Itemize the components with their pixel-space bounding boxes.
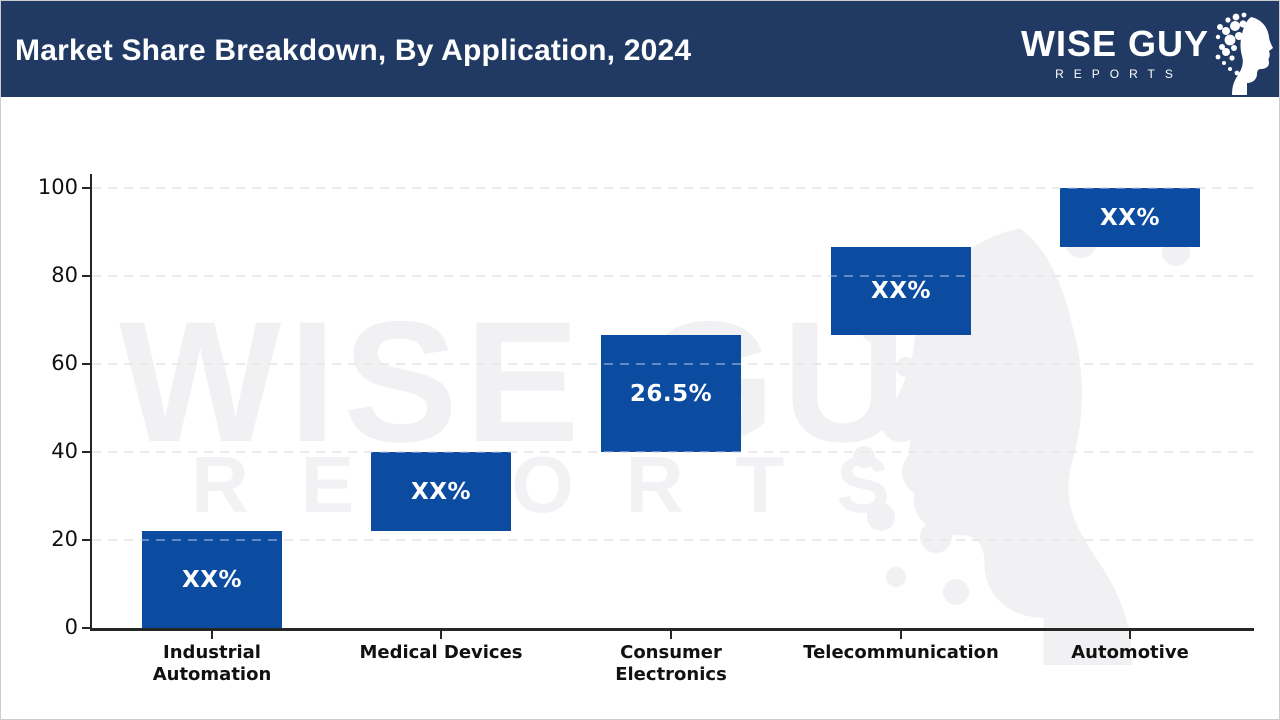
bar-automotive: XX%	[1060, 188, 1200, 248]
bar-value-label-telecommunication: XX%	[870, 278, 931, 305]
wiseguy-head-icon	[1215, 12, 1273, 95]
bar-consumer-electronics: 26.5%	[601, 335, 741, 452]
gridline-overlay-20	[92, 539, 1254, 541]
gridline-overlay-60	[92, 363, 1254, 365]
y-tick-100	[82, 187, 91, 189]
y-tick-0	[82, 627, 91, 629]
header: Market Share Breakdown, By Application, …	[1, 1, 1279, 97]
x-tick-telecommunication	[900, 631, 902, 639]
bar-telecommunication: XX%	[831, 247, 971, 336]
gridline-overlay-40	[92, 451, 1254, 453]
x-tick-medical-devices	[440, 631, 442, 639]
y-tick-40	[82, 451, 91, 453]
bar-value-label-medical-devices: XX%	[410, 478, 471, 505]
y-axis-line	[90, 174, 92, 630]
x-label-automotive: Automotive	[1071, 642, 1189, 663]
y-tick-label-40: 40	[51, 439, 78, 463]
bar-value-label-consumer-electronics: 26.5%	[629, 380, 713, 407]
y-tick-label-20: 20	[51, 527, 78, 551]
y-tick-label-80: 80	[51, 263, 78, 287]
x-tick-industrial-automation	[211, 631, 213, 639]
y-tick-80	[82, 275, 91, 277]
x-label-consumer-electronics: Consumer Electronics	[615, 642, 727, 685]
y-tick-60	[82, 363, 91, 365]
x-tick-automotive	[1129, 631, 1131, 639]
logo-text: WISE GUY REPORTS	[1021, 23, 1209, 81]
gridline-80	[92, 275, 1254, 277]
gridline-40	[92, 451, 1254, 453]
bar-value-label-automotive: XX%	[1099, 204, 1160, 231]
y-tick-label-100: 100	[37, 175, 78, 199]
bar-medical-devices: XX%	[371, 452, 511, 532]
bar-industrial-automation: XX%	[142, 531, 282, 628]
gridline-overlay-100	[92, 187, 1254, 189]
wiseguy-logo: WISE GUY REPORTS	[1021, 5, 1275, 95]
y-tick-20	[82, 539, 91, 541]
waterfall-chart: WISE GUY REPORTS XX% XX% 26.5% XX% XX% 0 20 40…	[1, 97, 1279, 719]
x-label-industrial-automation: Industrial Automation	[152, 642, 272, 685]
gridline-overlay-80	[92, 275, 1254, 277]
bar-value-label-industrial-automation: XX%	[181, 566, 242, 593]
y-tick-label-0: 0	[64, 615, 78, 639]
page-title: Market Share Breakdown, By Application, …	[15, 34, 692, 67]
x-label-telecommunication: Telecommunication	[803, 642, 999, 663]
logo-wordmark: WISE GUY	[1020, 23, 1209, 64]
x-axis-line	[90, 628, 1254, 631]
gridline-100	[92, 187, 1254, 189]
logo-subtext: REPORTS	[1055, 67, 1183, 81]
x-label-medical-devices: Medical Devices	[359, 642, 523, 663]
x-tick-consumer-electronics	[670, 631, 672, 639]
y-tick-label-60: 60	[51, 351, 78, 375]
watermark-subtext: REPORTS	[191, 440, 942, 529]
gridline-20	[92, 539, 1254, 541]
